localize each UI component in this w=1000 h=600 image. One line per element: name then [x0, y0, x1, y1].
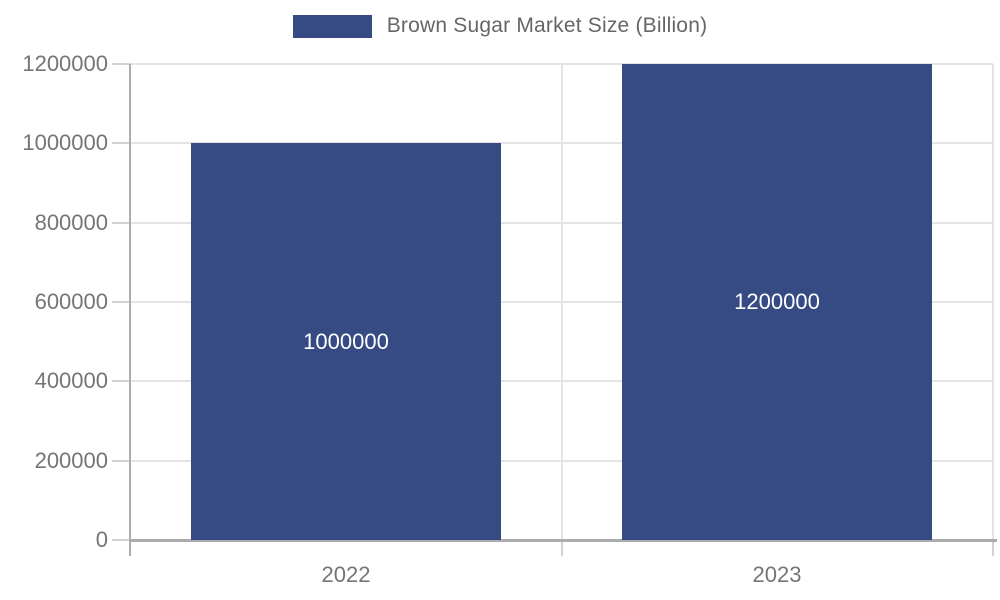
x-tick-label: 2023	[752, 562, 802, 587]
legend-swatch[interactable]	[292, 14, 372, 38]
y-axis-tick	[112, 222, 130, 224]
chart-legend: Brown Sugar Market Size (Billion)	[0, 14, 1000, 38]
y-axis-tick	[112, 460, 130, 462]
y-tick-label: 0	[95, 527, 108, 552]
y-axis-tick	[112, 142, 130, 144]
legend-label[interactable]: Brown Sugar Market Size (Billion)	[386, 14, 708, 37]
bar-2023	[622, 64, 932, 540]
x-axis-tick	[992, 540, 994, 556]
bar-2022	[191, 143, 501, 540]
y-axis-tick	[112, 539, 130, 541]
y-axis-tick	[112, 380, 130, 382]
x-axis-line	[129, 539, 997, 542]
bar-value-label: 1200000	[734, 289, 820, 314]
x-axis-tick	[561, 540, 563, 556]
y-tick-label: 1200000	[22, 51, 108, 76]
x-gridline	[561, 64, 563, 540]
bar-value-label: 1000000	[303, 329, 389, 354]
y-tick-label: 800000	[34, 210, 108, 235]
y-tick-label: 600000	[34, 289, 108, 314]
x-gridline	[992, 64, 994, 540]
y-tick-label: 1000000	[22, 130, 108, 155]
y-axis-tick	[112, 301, 130, 303]
y-tick-label: 200000	[34, 448, 108, 473]
y-axis-tick	[112, 63, 130, 65]
y-axis-line	[129, 64, 131, 556]
y-tick-label: 400000	[34, 368, 108, 393]
x-tick-label: 2022	[321, 562, 371, 587]
